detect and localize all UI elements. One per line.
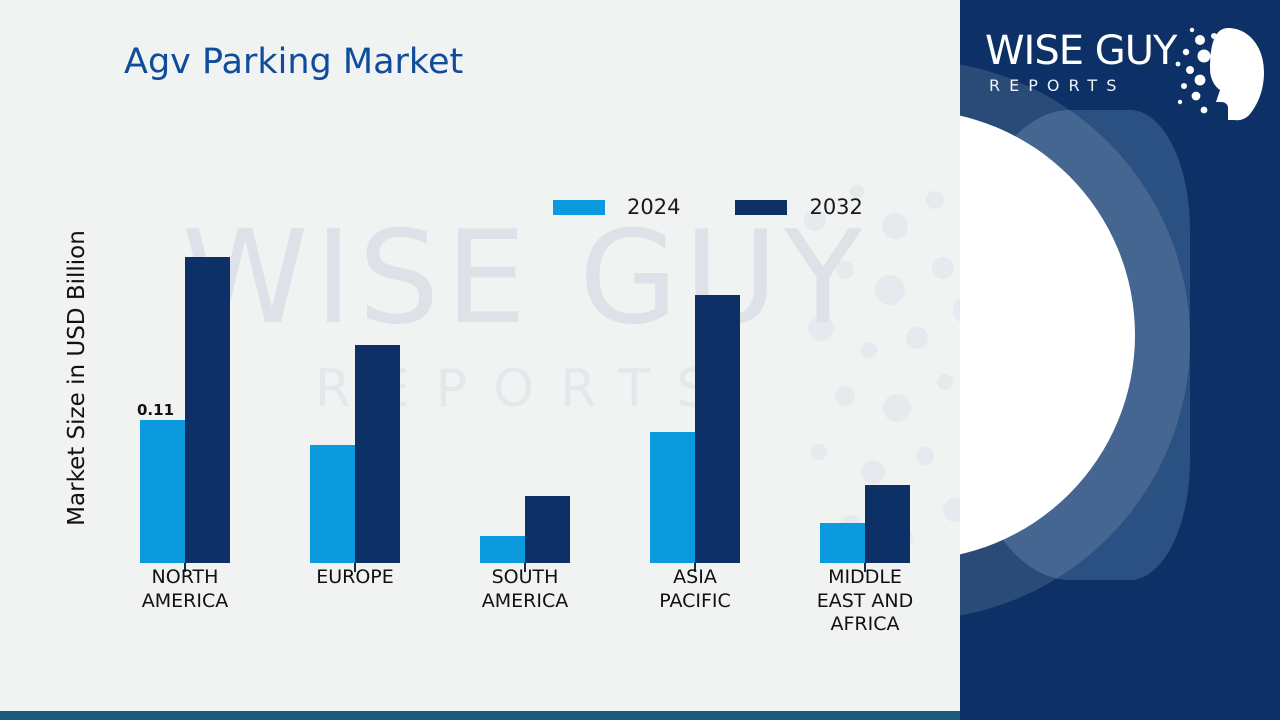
legend-item-2032[interactable]: 2032 — [735, 195, 863, 219]
axis-tick — [864, 563, 866, 572]
bar-2024-middle-east-and-africa[interactable] — [820, 523, 865, 563]
axis-tick — [354, 563, 356, 572]
x-axis-category-label: MIDDLE EAST AND AFRICA — [816, 566, 914, 635]
axis-tick — [184, 563, 186, 572]
bar-2024-north-america[interactable] — [140, 420, 185, 563]
bar-2024-europe[interactable] — [310, 445, 355, 563]
legend-label-2024: 2024 — [627, 195, 681, 219]
bar-2032-europe[interactable] — [355, 345, 400, 563]
head-profile-icon — [1175, 27, 1264, 121]
plot-area: 0.11 NORTH AMERICA EUROPE SOUTH AMERICA ASIA… — [137, 257, 914, 635]
logo-primary-text: WISE GUY — [985, 28, 1177, 74]
bar-2032-middle-east-and-africa[interactable] — [865, 485, 910, 563]
brand-logo[interactable]: WISE GUY REPORTS — [985, 27, 1265, 121]
x-axis-category-label: EUROPE — [316, 566, 394, 588]
axis-tick — [694, 563, 696, 572]
x-axis-category-label: SOUTH AMERICA — [481, 566, 569, 612]
legend-swatch-2024 — [553, 199, 605, 215]
x-axis-category-label: ASIA PACIFIC — [659, 566, 731, 612]
logo-secondary-text: REPORTS — [989, 76, 1126, 95]
legend-label-2032: 2032 — [809, 195, 863, 219]
axis-tick — [524, 563, 526, 572]
chart-legend: 2024 2032 — [553, 195, 863, 219]
bar-value-label: 0.11 — [137, 401, 175, 419]
brand-panel — [960, 0, 1280, 720]
bar-2024-south-america[interactable] — [480, 536, 525, 563]
x-axis-category-label: NORTH AMERICA — [141, 566, 229, 612]
legend-item-2024[interactable]: 2024 — [553, 195, 680, 219]
legend-swatch-2032 — [735, 199, 788, 215]
bar-2024-asia-pacific[interactable] — [650, 432, 695, 563]
page-title: Agv Parking Market — [124, 42, 464, 82]
bar-2032-asia-pacific[interactable] — [695, 295, 740, 563]
bottom-accent-strip — [0, 711, 960, 720]
bar-2032-north-america[interactable] — [185, 257, 230, 563]
bar-2032-south-america[interactable] — [525, 496, 570, 563]
